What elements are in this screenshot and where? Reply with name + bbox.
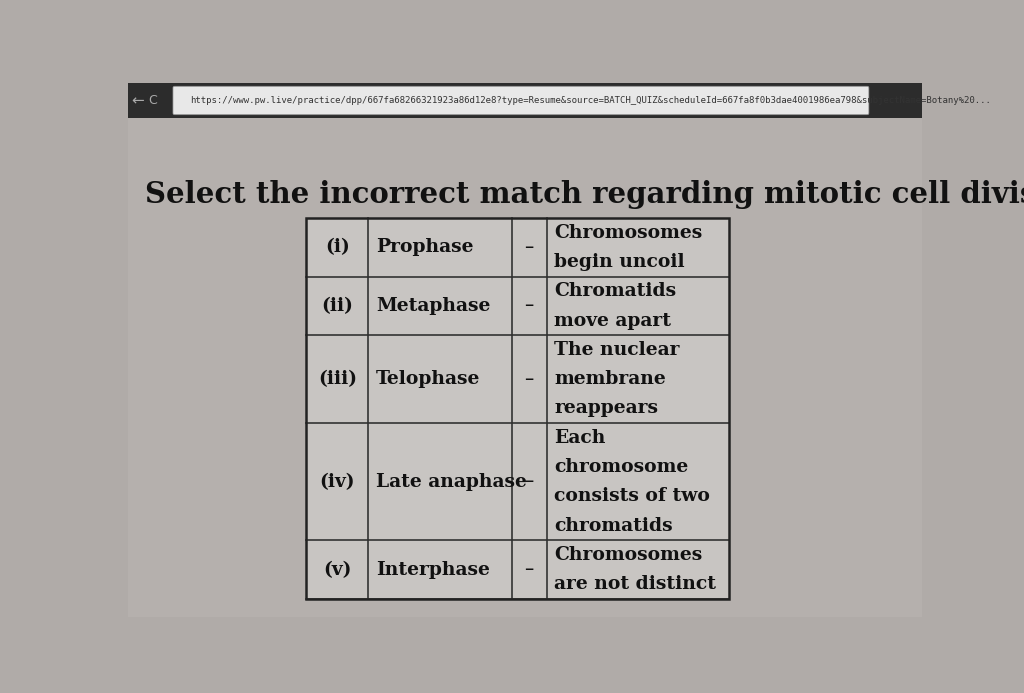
Text: Each: Each xyxy=(554,429,605,447)
Text: Late anaphase: Late anaphase xyxy=(376,473,527,491)
Text: (iii): (iii) xyxy=(317,370,356,388)
Text: Chromosomes: Chromosomes xyxy=(554,224,702,242)
Text: chromatids: chromatids xyxy=(554,517,673,535)
Text: (i): (i) xyxy=(325,238,349,256)
Text: are not distinct: are not distinct xyxy=(554,575,716,593)
Text: membrane: membrane xyxy=(554,370,666,388)
Text: –: – xyxy=(524,473,534,491)
Bar xyxy=(306,218,729,599)
Text: (ii): (ii) xyxy=(322,297,353,315)
Text: (v): (v) xyxy=(323,561,351,579)
Bar xyxy=(306,218,729,599)
Text: chromosome: chromosome xyxy=(554,458,688,476)
Text: The nuclear: The nuclear xyxy=(554,341,680,359)
Text: –: – xyxy=(524,560,534,579)
Text: Interphase: Interphase xyxy=(376,561,489,579)
FancyBboxPatch shape xyxy=(173,86,869,115)
Text: ←: ← xyxy=(131,93,143,108)
Text: –: – xyxy=(524,297,534,315)
Text: –: – xyxy=(524,238,534,256)
Text: Chromatids: Chromatids xyxy=(554,282,677,300)
Bar xyxy=(128,83,922,118)
Text: –: – xyxy=(524,369,534,389)
Text: move apart: move apart xyxy=(554,312,672,330)
Text: Telophase: Telophase xyxy=(376,370,480,388)
Text: (iv): (iv) xyxy=(319,473,355,491)
Text: C: C xyxy=(148,94,157,107)
Text: Chromosomes: Chromosomes xyxy=(554,546,702,564)
Text: consists of two: consists of two xyxy=(554,487,710,505)
Text: reappears: reappears xyxy=(554,399,658,417)
Text: https://www.pw.live/practice/dpp/667fa68266321923a86d12e8?type=Resume&source=BAT: https://www.pw.live/practice/dpp/667fa68… xyxy=(190,96,991,105)
Text: Select the incorrect match regarding mitotic cell division.: Select the incorrect match regarding mit… xyxy=(145,180,1024,209)
Text: Metaphase: Metaphase xyxy=(376,297,490,315)
Text: Prophase: Prophase xyxy=(376,238,473,256)
Text: begin uncoil: begin uncoil xyxy=(554,253,685,271)
